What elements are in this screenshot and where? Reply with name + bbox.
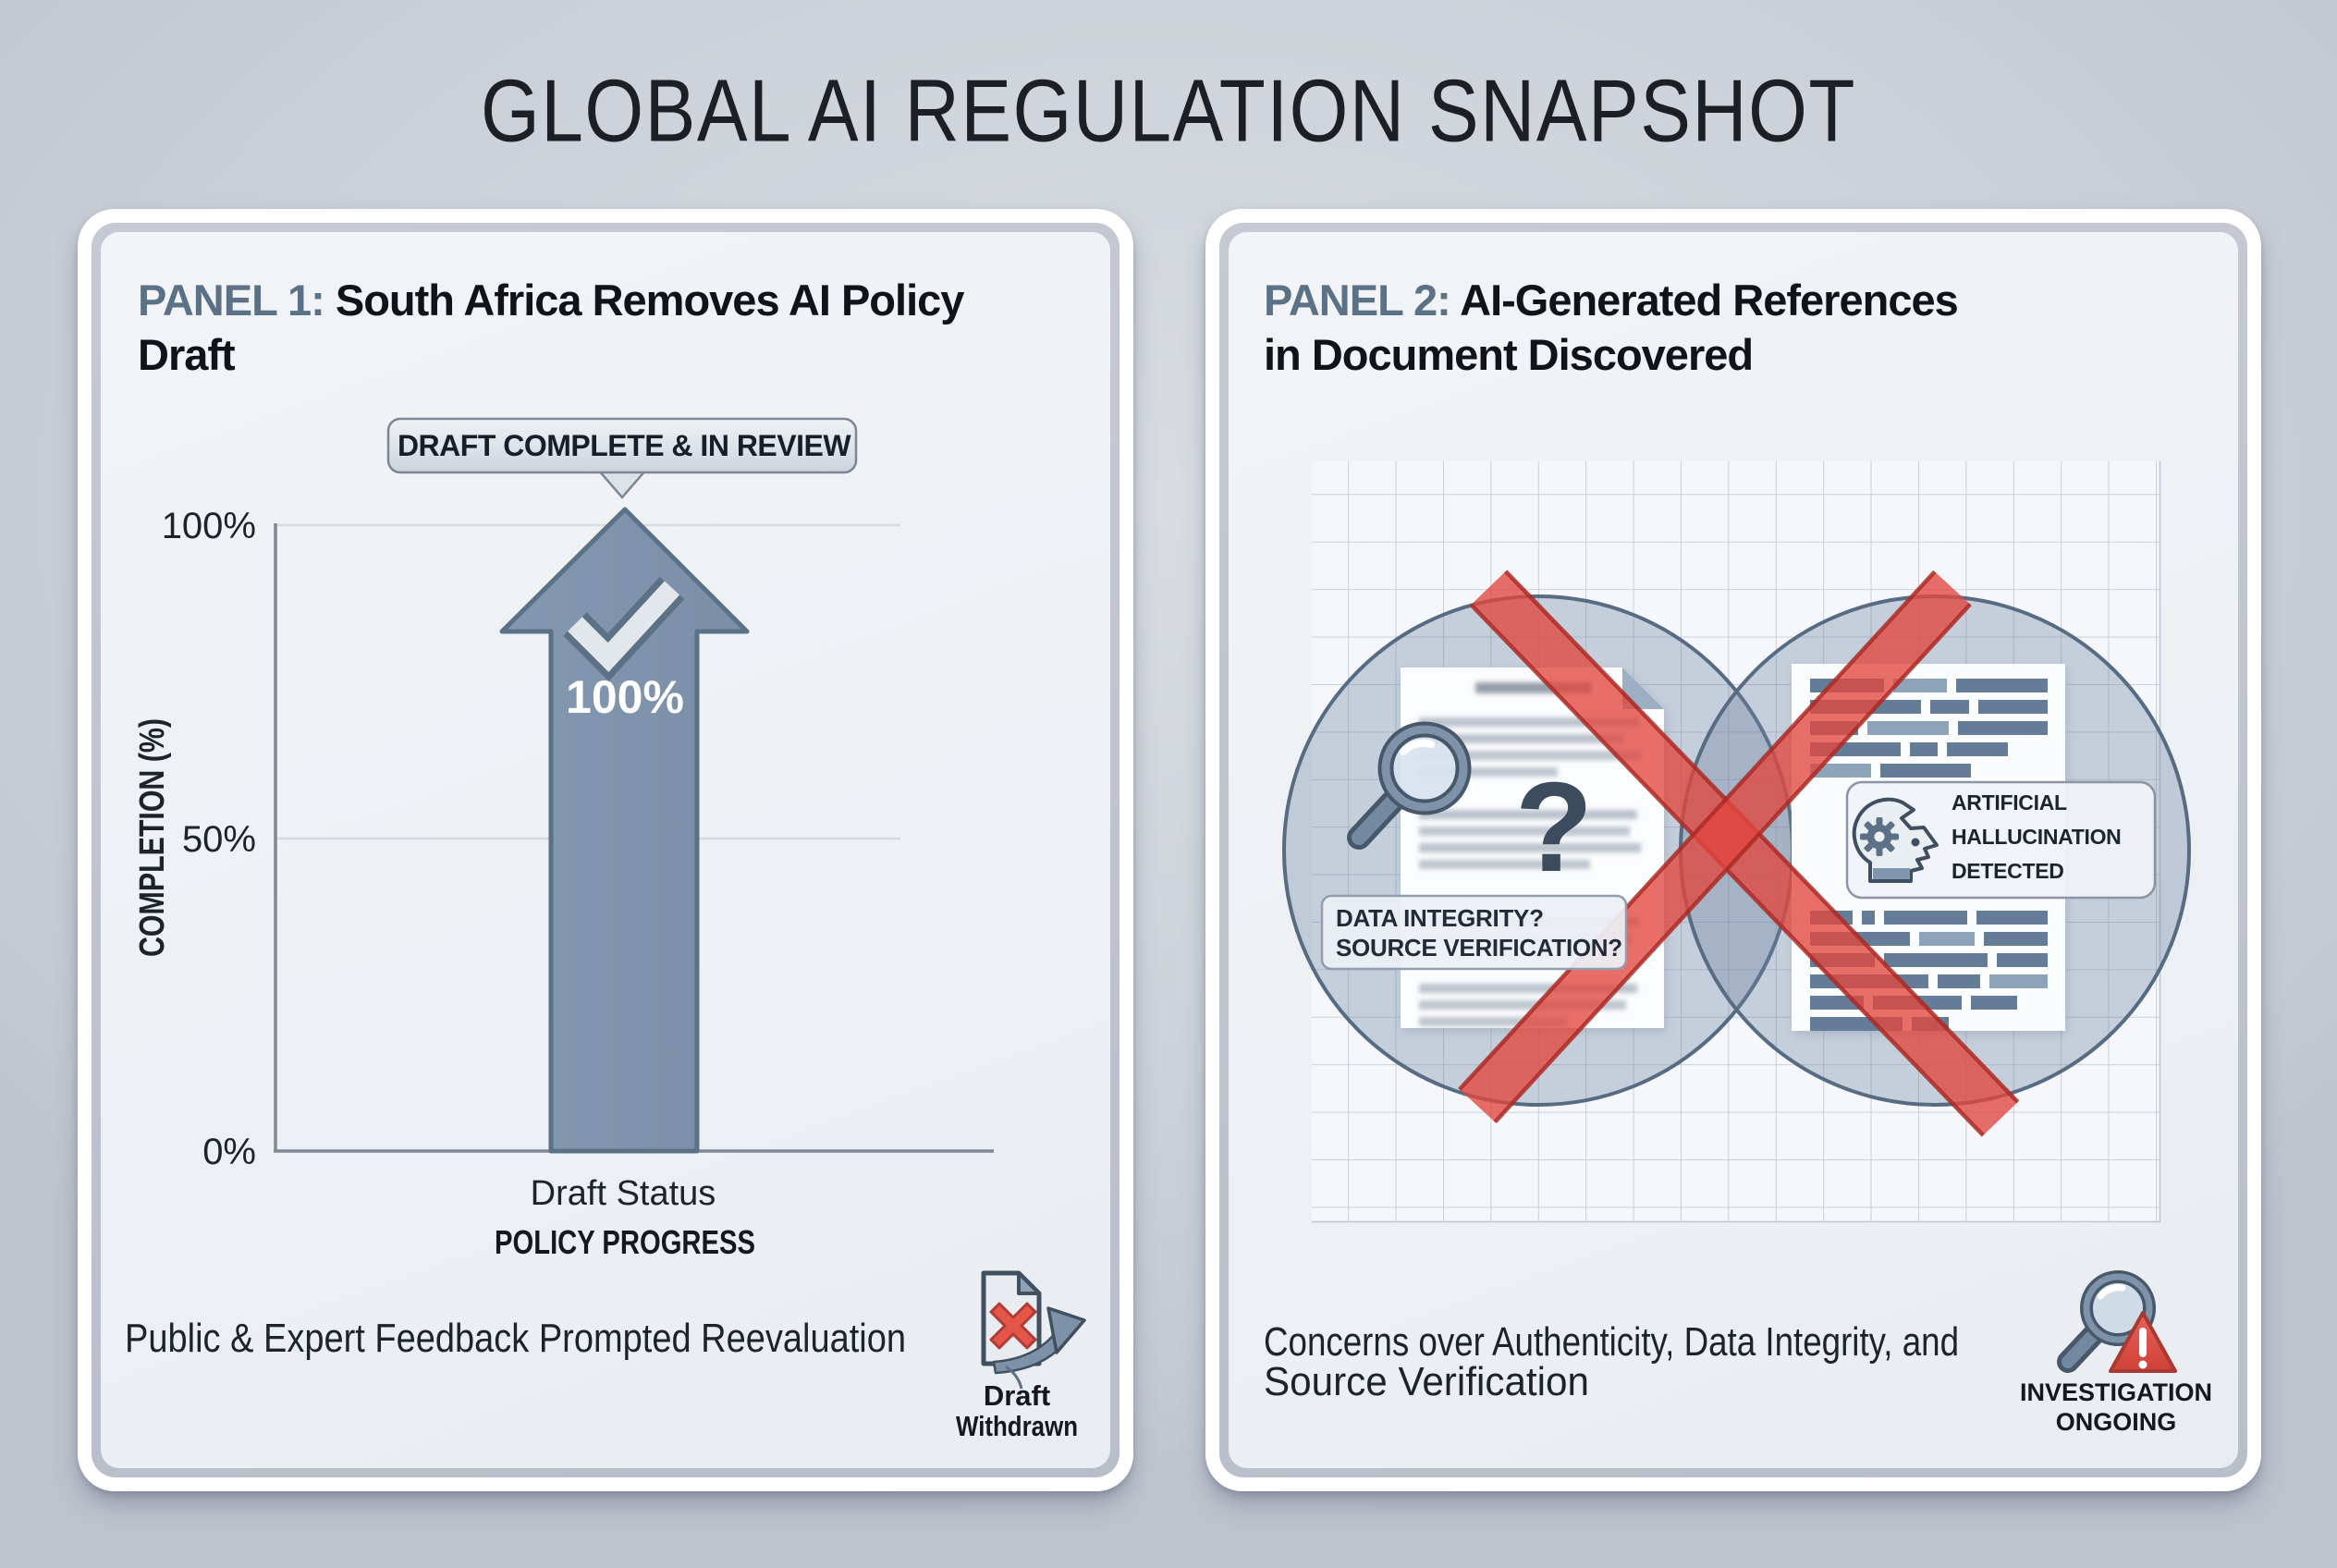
- svg-text:Source Verification: Source Verification: [1264, 1359, 1589, 1404]
- svg-text:POLICY PROGRESS: POLICY PROGRESS: [495, 1223, 755, 1261]
- svg-text:Withdrawn: Withdrawn: [956, 1410, 1078, 1442]
- svg-text:HALLUCINATION: HALLUCINATION: [1952, 825, 2121, 849]
- svg-text:ARTIFICIAL: ARTIFICIAL: [1952, 790, 2067, 815]
- svg-text:0%: 0%: [202, 1132, 256, 1172]
- svg-text:PANEL 1: South Africa Removes: PANEL 1: South Africa Removes AI Policy: [138, 276, 964, 325]
- svg-text:Public & Expert Feedback Promp: Public & Expert Feedback Prompted Reeval…: [125, 1316, 906, 1361]
- svg-text:Draft: Draft: [138, 330, 236, 379]
- svg-text:PANEL 2: AI-Generated Referenc: PANEL 2: AI-Generated References: [1264, 276, 1958, 325]
- svg-text:Concerns over Authenticity, Da: Concerns over Authenticity, Data Integri…: [1264, 1319, 1959, 1365]
- svg-text:ONGOING: ONGOING: [2056, 1408, 2177, 1436]
- svg-text:DETECTED: DETECTED: [1952, 859, 2064, 883]
- svg-text:in Document Discovered: in Document Discovered: [1264, 330, 1753, 379]
- svg-text:INVESTIGATION: INVESTIGATION: [2020, 1378, 2212, 1406]
- svg-text:100%: 100%: [566, 671, 684, 723]
- svg-text:DATA INTEGRITY?: DATA INTEGRITY?: [1336, 904, 1544, 932]
- svg-text:100%: 100%: [162, 506, 256, 546]
- svg-text:COMPLETION (%): COMPLETION (%): [133, 718, 172, 957]
- svg-text:50%: 50%: [182, 819, 256, 860]
- svg-text:Draft: Draft: [984, 1379, 1050, 1412]
- svg-text:?: ?: [1515, 756, 1593, 899]
- svg-text:SOURCE VERIFICATION?: SOURCE VERIFICATION?: [1336, 934, 1622, 962]
- svg-text:Draft Status: Draft Status: [531, 1174, 716, 1213]
- svg-text:DRAFT COMPLETE & IN REVIEW: DRAFT COMPLETE & IN REVIEW: [398, 429, 851, 462]
